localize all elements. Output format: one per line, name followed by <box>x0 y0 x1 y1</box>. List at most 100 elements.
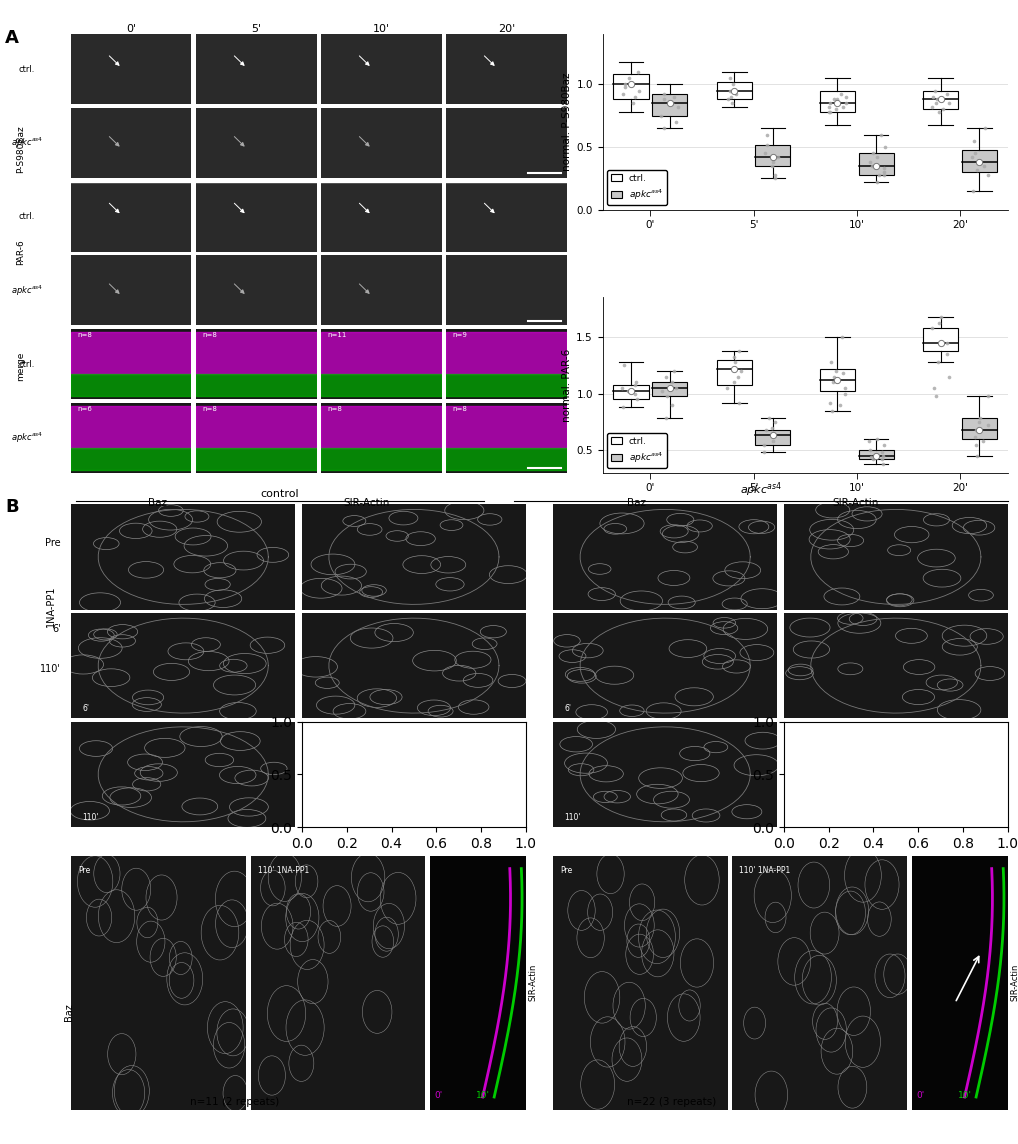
FancyBboxPatch shape <box>614 74 648 100</box>
Point <box>720 90 736 109</box>
Point <box>628 373 644 391</box>
Text: Baz: Baz <box>149 498 167 508</box>
Point <box>873 126 890 144</box>
Point <box>930 103 947 121</box>
Point <box>876 138 893 157</box>
Bar <box>71 332 191 374</box>
Text: 110': 110' <box>314 813 330 821</box>
Point <box>664 373 680 391</box>
Text: A: A <box>5 29 19 47</box>
Bar <box>322 374 442 396</box>
Point <box>968 160 984 178</box>
Text: Baz: Baz <box>64 1003 74 1022</box>
Point <box>768 413 784 431</box>
Point <box>668 379 684 397</box>
Point <box>670 98 686 117</box>
Point <box>972 153 988 172</box>
Point <box>770 148 786 166</box>
Point <box>822 103 838 121</box>
Point <box>825 402 841 420</box>
Point <box>730 367 746 386</box>
Y-axis label: normal. PAR-6: normal. PAR-6 <box>562 349 572 422</box>
Point <box>822 394 838 412</box>
Point <box>664 396 680 414</box>
Point <box>822 94 838 112</box>
Point <box>621 69 637 87</box>
Text: n=6: n=6 <box>77 406 93 412</box>
Y-axis label: ctrl.: ctrl. <box>18 213 35 221</box>
Bar <box>322 447 442 470</box>
Point <box>615 86 631 104</box>
Point <box>654 382 670 400</box>
Text: n=8: n=8 <box>203 406 217 412</box>
Point <box>935 101 951 119</box>
Point <box>615 398 631 416</box>
Point <box>758 126 775 144</box>
Point <box>664 94 680 112</box>
Point <box>725 76 741 94</box>
Point <box>829 101 845 119</box>
Bar <box>446 374 567 396</box>
Point <box>833 86 849 104</box>
Point <box>864 450 881 468</box>
Legend: ctrl., $apkc^{as4}$: ctrl., $apkc^{as4}$ <box>607 170 667 205</box>
Point <box>666 88 682 106</box>
Bar <box>322 406 442 447</box>
Point <box>927 81 944 100</box>
Point <box>723 88 739 106</box>
Text: 0': 0' <box>916 1090 924 1099</box>
Point <box>727 352 743 371</box>
Point <box>980 387 997 405</box>
Point <box>724 94 740 112</box>
Point <box>616 356 632 374</box>
FancyBboxPatch shape <box>653 382 687 396</box>
Point <box>627 88 643 106</box>
Point <box>722 81 738 100</box>
Point <box>868 430 885 448</box>
Text: n=9: n=9 <box>452 333 467 339</box>
Point <box>875 436 892 454</box>
Bar <box>196 447 317 470</box>
Point <box>928 94 945 112</box>
Point <box>659 367 675 386</box>
Bar <box>71 447 191 470</box>
Point <box>666 362 682 380</box>
Point <box>826 367 842 386</box>
Point <box>767 169 783 188</box>
FancyBboxPatch shape <box>923 328 958 350</box>
Point <box>980 416 997 435</box>
Y-axis label: $apkc^{as4}$: $apkc^{as4}$ <box>10 136 43 150</box>
Point <box>967 144 983 162</box>
Text: PAR-6: PAR-6 <box>16 239 24 264</box>
Title: 0': 0' <box>126 24 136 33</box>
Text: n=11 (2 repeats): n=11 (2 repeats) <box>189 1097 279 1107</box>
Text: merge: merge <box>16 351 24 381</box>
Point <box>965 182 981 200</box>
Point <box>761 410 778 428</box>
Point <box>627 384 643 403</box>
Point <box>874 446 891 464</box>
Text: n=22 (3 repeats): n=22 (3 repeats) <box>627 1097 717 1107</box>
Text: Pre: Pre <box>46 539 61 548</box>
Point <box>923 319 940 337</box>
Text: control: control <box>261 488 299 499</box>
FancyBboxPatch shape <box>858 153 894 175</box>
Point <box>875 454 892 472</box>
Point <box>617 76 633 94</box>
Point <box>659 387 675 405</box>
Point <box>731 341 747 359</box>
Text: SIR-Actin: SIR-Actin <box>832 498 879 508</box>
Text: B: B <box>5 498 18 516</box>
Point <box>927 387 944 405</box>
Point <box>617 78 633 96</box>
Text: 1NA-PP1: 1NA-PP1 <box>46 586 56 627</box>
Text: 6': 6' <box>82 704 90 713</box>
Point <box>924 98 941 117</box>
Point <box>873 443 890 461</box>
Point <box>838 94 854 112</box>
Bar <box>322 332 442 374</box>
Point <box>977 119 994 137</box>
Text: 110': 110' <box>40 665 61 674</box>
FancyBboxPatch shape <box>923 90 958 110</box>
Point <box>863 157 880 175</box>
